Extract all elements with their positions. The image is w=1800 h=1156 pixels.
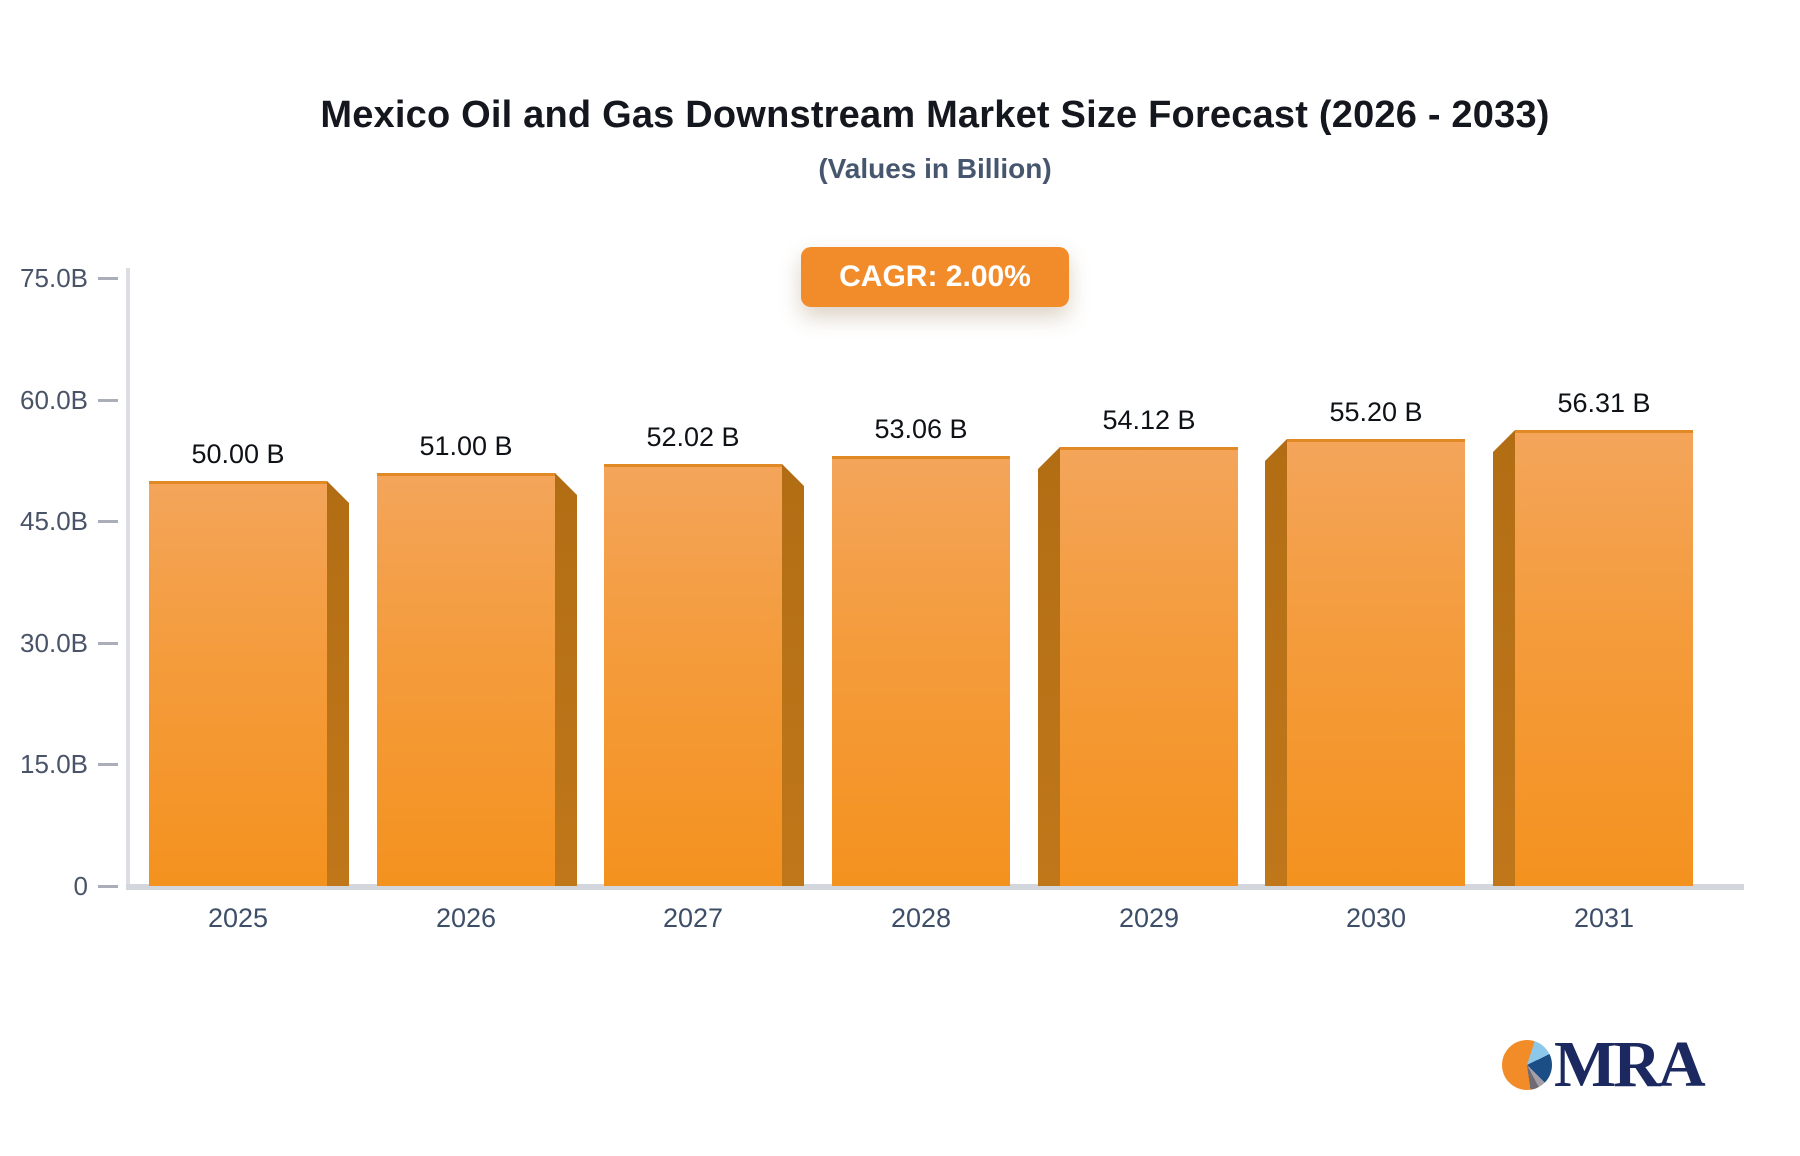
y-tick-label: 30.0B — [20, 628, 88, 658]
bar-value-label: 51.00 B — [419, 431, 513, 461]
bar-side-face — [555, 473, 577, 886]
bar-side-face — [1493, 430, 1515, 886]
bar — [832, 456, 1010, 886]
y-tick-dash — [98, 520, 118, 523]
x-tick-label: 2030 — [1345, 903, 1407, 933]
bar — [1515, 430, 1693, 886]
y-tick-dash — [98, 642, 118, 645]
bar-value-label: 53.06 B — [874, 414, 968, 444]
bar — [377, 473, 555, 886]
bar — [1287, 439, 1465, 886]
cagr-badge: CAGR: 2.00% — [801, 247, 1069, 307]
y-axis-line — [126, 268, 130, 888]
bar-side-face — [782, 464, 804, 886]
x-tick-label: 2028 — [890, 903, 952, 933]
bar-side-face — [1265, 439, 1287, 886]
bar-value-label: 50.00 B — [191, 439, 285, 469]
brand-logo: MRA — [1502, 1028, 1706, 1101]
y-tick-label: 75.0B — [20, 263, 88, 293]
bar — [149, 481, 327, 886]
x-tick-label: 2031 — [1573, 903, 1635, 933]
brand-logo-text: MRA — [1554, 1028, 1706, 1101]
y-tick-dash — [98, 399, 118, 402]
bar — [604, 464, 782, 886]
y-tick-dash — [98, 277, 118, 280]
chart-title: Mexico Oil and Gas Downstream Market Siz… — [320, 94, 1550, 136]
x-tick-label: 2027 — [662, 903, 724, 933]
x-axis-line — [126, 884, 1744, 890]
bar-value-label: 54.12 B — [1102, 405, 1196, 435]
bar-side-face — [1038, 447, 1060, 886]
y-tick-dash — [98, 763, 118, 766]
y-tick-label: 60.0B — [20, 385, 88, 415]
chart-header: Mexico Oil and Gas Downstream Market Siz… — [126, 0, 1744, 307]
x-tick-label: 2026 — [435, 903, 497, 933]
pie-chart-logo-icon — [1502, 1040, 1552, 1090]
x-tick-label: 2025 — [207, 903, 269, 933]
bar-value-label: 52.02 B — [646, 422, 740, 452]
bar-value-label: 55.20 B — [1329, 397, 1423, 427]
y-tick-label: 45.0B — [20, 506, 88, 536]
bar — [1060, 447, 1238, 886]
bar-side-face — [327, 481, 349, 886]
y-tick-label: 0 — [73, 871, 88, 901]
x-tick-label: 2029 — [1118, 903, 1180, 933]
y-tick-label: 15.0B — [20, 749, 88, 779]
chart-subtitle: (Values in Billion) — [818, 153, 1052, 184]
y-tick-dash — [98, 885, 118, 888]
bar-value-label: 56.31 B — [1557, 388, 1651, 418]
